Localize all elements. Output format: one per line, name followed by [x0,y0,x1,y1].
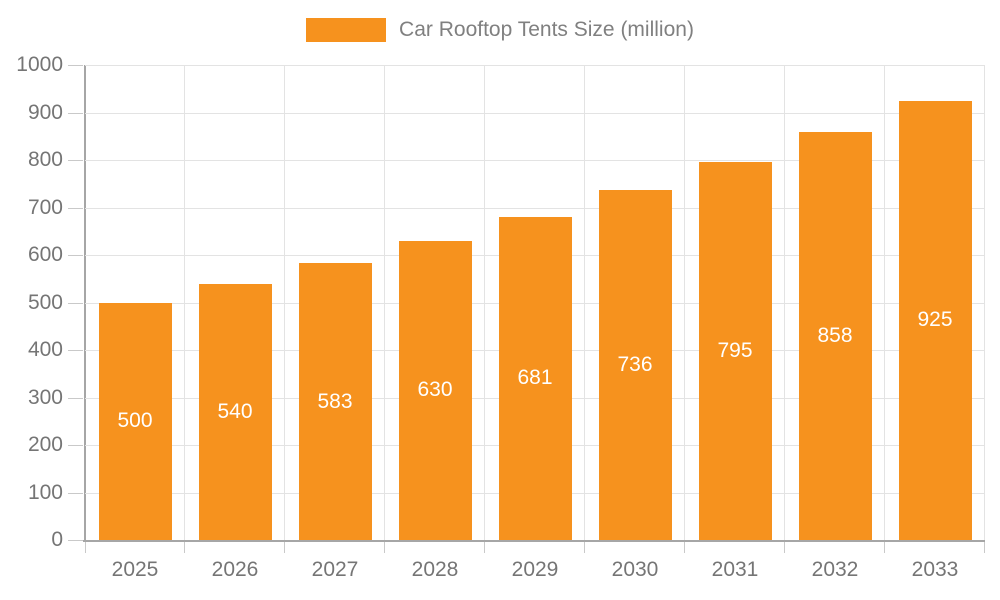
v-gridline [384,65,385,540]
y-axis-tick-label: 0 [51,528,63,551]
y-axis-tick-label: 900 [27,100,63,124]
x-axis-tick-label: 2025 [111,558,159,581]
x-axis-tick-label: 2030 [611,558,659,581]
x-axis-tick [584,542,585,553]
bar-value-label: 630 [417,378,453,402]
x-axis-tick-label: 2031 [711,558,759,581]
y-axis-tick [68,302,83,304]
v-gridline [884,65,885,540]
legend-color-swatch [306,18,387,42]
v-gridline [584,65,585,540]
legend-item[interactable]: Car Rooftop Tents Size (million) [0,18,1000,42]
x-axis-tick-label: 2029 [511,558,559,581]
bar-value-label: 925 [917,308,953,332]
x-axis-tick [484,542,485,553]
y-axis-tick-label: 400 [27,338,63,361]
bar-2026[interactable]: 540 [198,283,272,540]
bar-value-label: 583 [317,389,353,413]
bar-2028[interactable]: 630 [398,240,472,540]
x-axis-tick [784,542,785,553]
bar-2025[interactable]: 500 [98,302,172,540]
x-axis-tick-label: 2026 [211,558,259,581]
h-gridline [85,112,985,114]
bar-value-label: 858 [817,324,853,348]
h-gridline [85,65,985,66]
y-axis-tick [68,492,83,494]
y-axis-tick-label: 700 [27,195,63,219]
bar-value-label: 736 [617,353,653,377]
y-axis-tick-label: 1000 [16,53,63,76]
y-axis-tick-label: 300 [27,385,63,409]
y-axis-tick [68,207,83,209]
bar-2032[interactable]: 858 [798,132,872,540]
h-gridline [85,207,985,209]
bar-value-label: 540 [217,399,253,423]
x-axis-tick-label: 2032 [811,558,859,581]
y-axis-tick [68,112,83,114]
x-axis-tick [984,542,985,553]
x-axis-tick-label: 2033 [911,558,959,581]
bar-2027[interactable]: 583 [298,263,372,540]
bar-2029[interactable]: 681 [498,216,572,540]
legend-label: Car Rooftop Tents Size (million) [399,18,694,41]
x-axis-tick-label: 2027 [311,558,359,581]
bar-value-label: 681 [517,366,553,390]
y-axis-tick [68,445,83,446]
bar-2033[interactable]: 925 [898,100,972,540]
v-gridline [984,65,985,540]
h-gridline [85,160,985,161]
y-axis-tick [68,540,83,541]
y-axis-tick-label: 800 [27,148,63,171]
y-axis-tick-label: 100 [27,480,63,504]
y-axis-tick-label: 200 [27,433,63,456]
x-axis-tick [384,542,385,553]
v-gridline [684,65,685,540]
y-axis-tick [68,65,83,66]
bar-2030[interactable]: 736 [598,190,672,540]
y-axis-tick-label: 500 [27,290,63,314]
x-axis-tick [684,542,685,553]
y-axis-tick [68,350,83,351]
x-axis-tick [85,542,86,553]
x-axis-tick [884,542,885,553]
y-axis-tick [68,397,83,399]
v-gridline [784,65,785,540]
y-axis-tick [68,160,83,161]
y-axis-tick-label: 600 [27,243,63,266]
x-axis-tick [184,542,185,553]
bar-2031[interactable]: 795 [698,162,772,540]
plot-area: 0 100 200 300 400 500 600 700 800 900 1000 500 2025 5… [16,53,985,581]
bar-value-label: 795 [717,339,753,363]
x-axis-tick [284,542,285,553]
bar-value-label: 500 [117,409,153,433]
y-axis-tick [68,255,83,256]
v-gridline [184,65,185,540]
v-gridline [284,65,285,540]
x-axis-line [83,540,985,542]
v-gridline [484,65,485,540]
x-axis-tick-label: 2028 [411,558,459,581]
